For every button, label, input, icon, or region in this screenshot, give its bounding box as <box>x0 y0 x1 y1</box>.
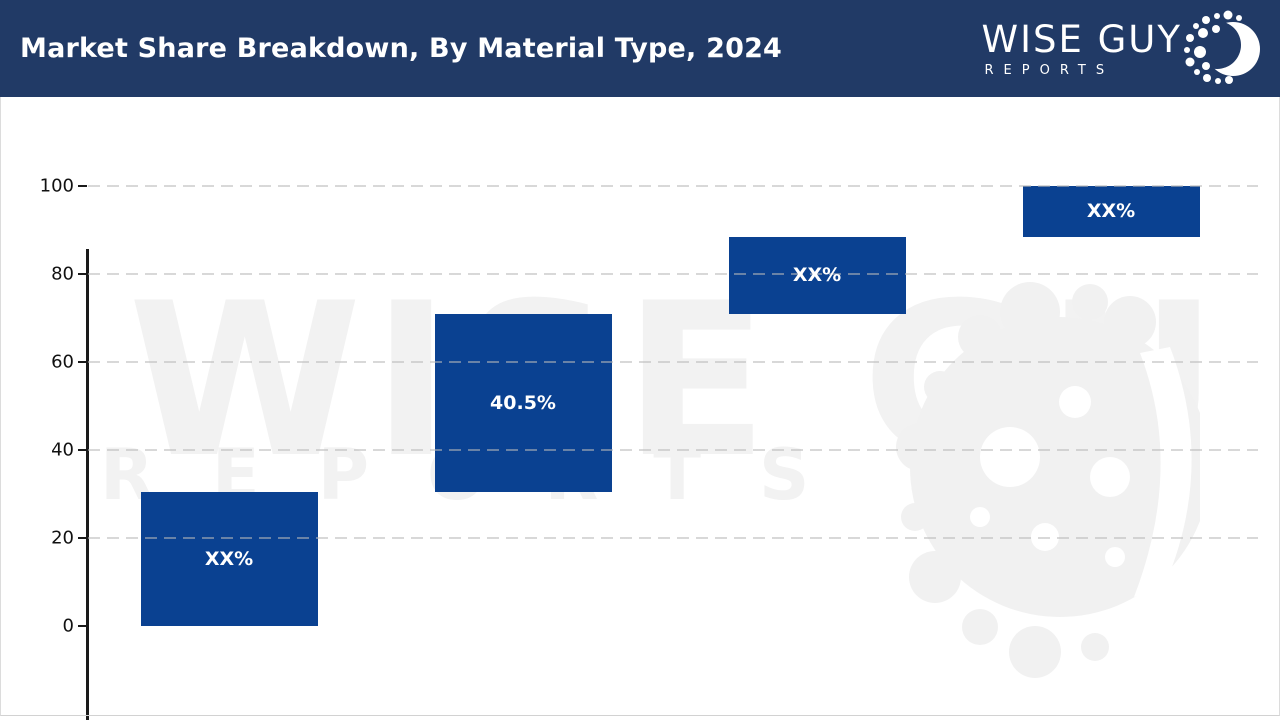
watermark-face-icon <box>896 282 1200 678</box>
y-tick <box>78 449 87 451</box>
y-tick-label: 80 <box>51 263 74 285</box>
y-tick-label: 0 <box>62 615 74 637</box>
y-tick <box>78 273 87 275</box>
brand-name: WISE GUY <box>981 17 1182 61</box>
y-tick <box>78 625 87 627</box>
chart-title: Market Share Breakdown, By Material Type… <box>20 33 783 64</box>
gridline-80 <box>88 273 1258 275</box>
y-tick-label: 40 <box>51 439 74 461</box>
watermark-text-1: WISE GU <box>128 257 1229 504</box>
y-tick <box>78 185 87 187</box>
gridline-20 <box>88 537 1258 539</box>
header: Market Share Breakdown, By Material Type… <box>0 0 1280 97</box>
bar-silicone <box>1022 186 1200 237</box>
brand-face-icon <box>1184 10 1260 84</box>
brand-subtitle: REPORTS <box>984 62 1115 78</box>
y-tick <box>78 537 87 539</box>
y-axis-line <box>86 249 89 720</box>
y-tick <box>78 361 87 363</box>
bar-rubber <box>434 314 612 493</box>
y-tick-label: 20 <box>51 527 74 549</box>
bar-value-label: XX% <box>792 264 842 287</box>
bar-composite <box>728 236 906 315</box>
gridline-100 <box>88 185 1258 187</box>
bar-metal <box>140 492 318 626</box>
bar-value-label: 40.5% <box>490 392 556 415</box>
y-tick-label: 100 <box>39 175 74 197</box>
bar-value-label: XX% <box>1086 200 1136 223</box>
bar-value-label: XX% <box>204 548 254 571</box>
brand-logo-text: WISE GUY REPORTS <box>982 21 1182 77</box>
gridline-40 <box>88 449 1258 451</box>
y-tick-label: 60 <box>51 351 74 373</box>
brand-logo: WISE GUY REPORTS <box>982 6 1262 92</box>
gridline-60 <box>88 361 1258 363</box>
plot-area: WISE GU REPORTS XX%40.5%X <box>0 97 1280 720</box>
